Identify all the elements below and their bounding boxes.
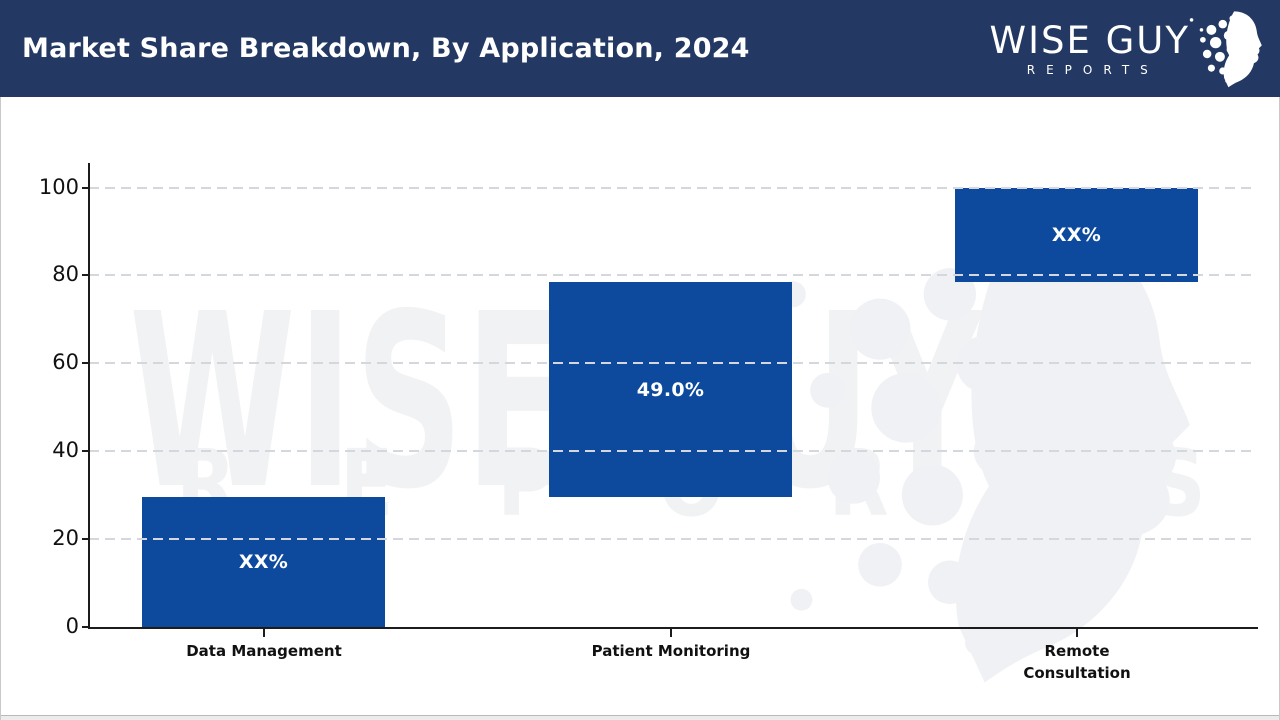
bottom-border [1, 715, 1279, 720]
x-tick-0 [263, 629, 265, 637]
brand-logo-text: WISE GUY REPORTS [989, 19, 1190, 77]
y-tick-0 [82, 626, 89, 628]
bar-value-label: XX% [238, 551, 289, 574]
y-tick-label: 100 [38, 174, 79, 199]
dotted-head-icon [1189, 11, 1262, 88]
x-category-label: Data Management [186, 642, 342, 660]
gridline-100 [89, 186, 1257, 189]
bar-remote-consultation[interactable]: XX% [955, 187, 1198, 282]
gridline-40 [89, 450, 1257, 453]
y-tick-60 [82, 362, 89, 365]
y-axis [88, 163, 90, 629]
bar-value-label: XX% [1051, 223, 1102, 246]
bar-patient-monitoring[interactable]: 49.0% [549, 281, 792, 498]
y-tick-label: 20 [52, 526, 79, 551]
y-tick-label: 80 [52, 262, 79, 287]
gridline-60 [89, 362, 1257, 365]
y-tick-100 [82, 186, 89, 189]
y-tick-label: 60 [52, 350, 79, 375]
gridline-80 [89, 274, 1257, 277]
brand-logo: WISE GUY REPORTS [990, 10, 1266, 88]
y-tick-40 [82, 450, 89, 453]
bar-data-management[interactable]: XX% [142, 497, 385, 627]
x-axis [88, 627, 1258, 629]
page-title: Market Share Breakdown, By Application, … [22, 33, 750, 64]
header-bar: Market Share Breakdown, By Application, … [0, 0, 1280, 97]
brand-name: WISE GUY [989, 19, 1190, 63]
x-tick-1 [670, 629, 672, 637]
y-tick-label: 40 [52, 438, 79, 463]
chart-area: WISE GUY R E P O R T S 020406080100XX%Da… [0, 97, 1280, 720]
brand-subname: REPORTS [1026, 62, 1159, 77]
gridline-20 [89, 538, 1257, 541]
y-tick-20 [82, 538, 89, 541]
plot-region: 0 20 40 60 80 100 XX% Data Management 49.0% Patie… [1, 97, 1279, 720]
x-tick-2 [1076, 629, 1078, 637]
y-tick-label: 0 [65, 614, 79, 638]
bar-value-label: 49.0% [636, 378, 705, 401]
x-category-label: Remote Consultation [1023, 642, 1131, 682]
x-category-label: Patient Monitoring [591, 642, 751, 660]
y-tick-80 [82, 274, 89, 277]
